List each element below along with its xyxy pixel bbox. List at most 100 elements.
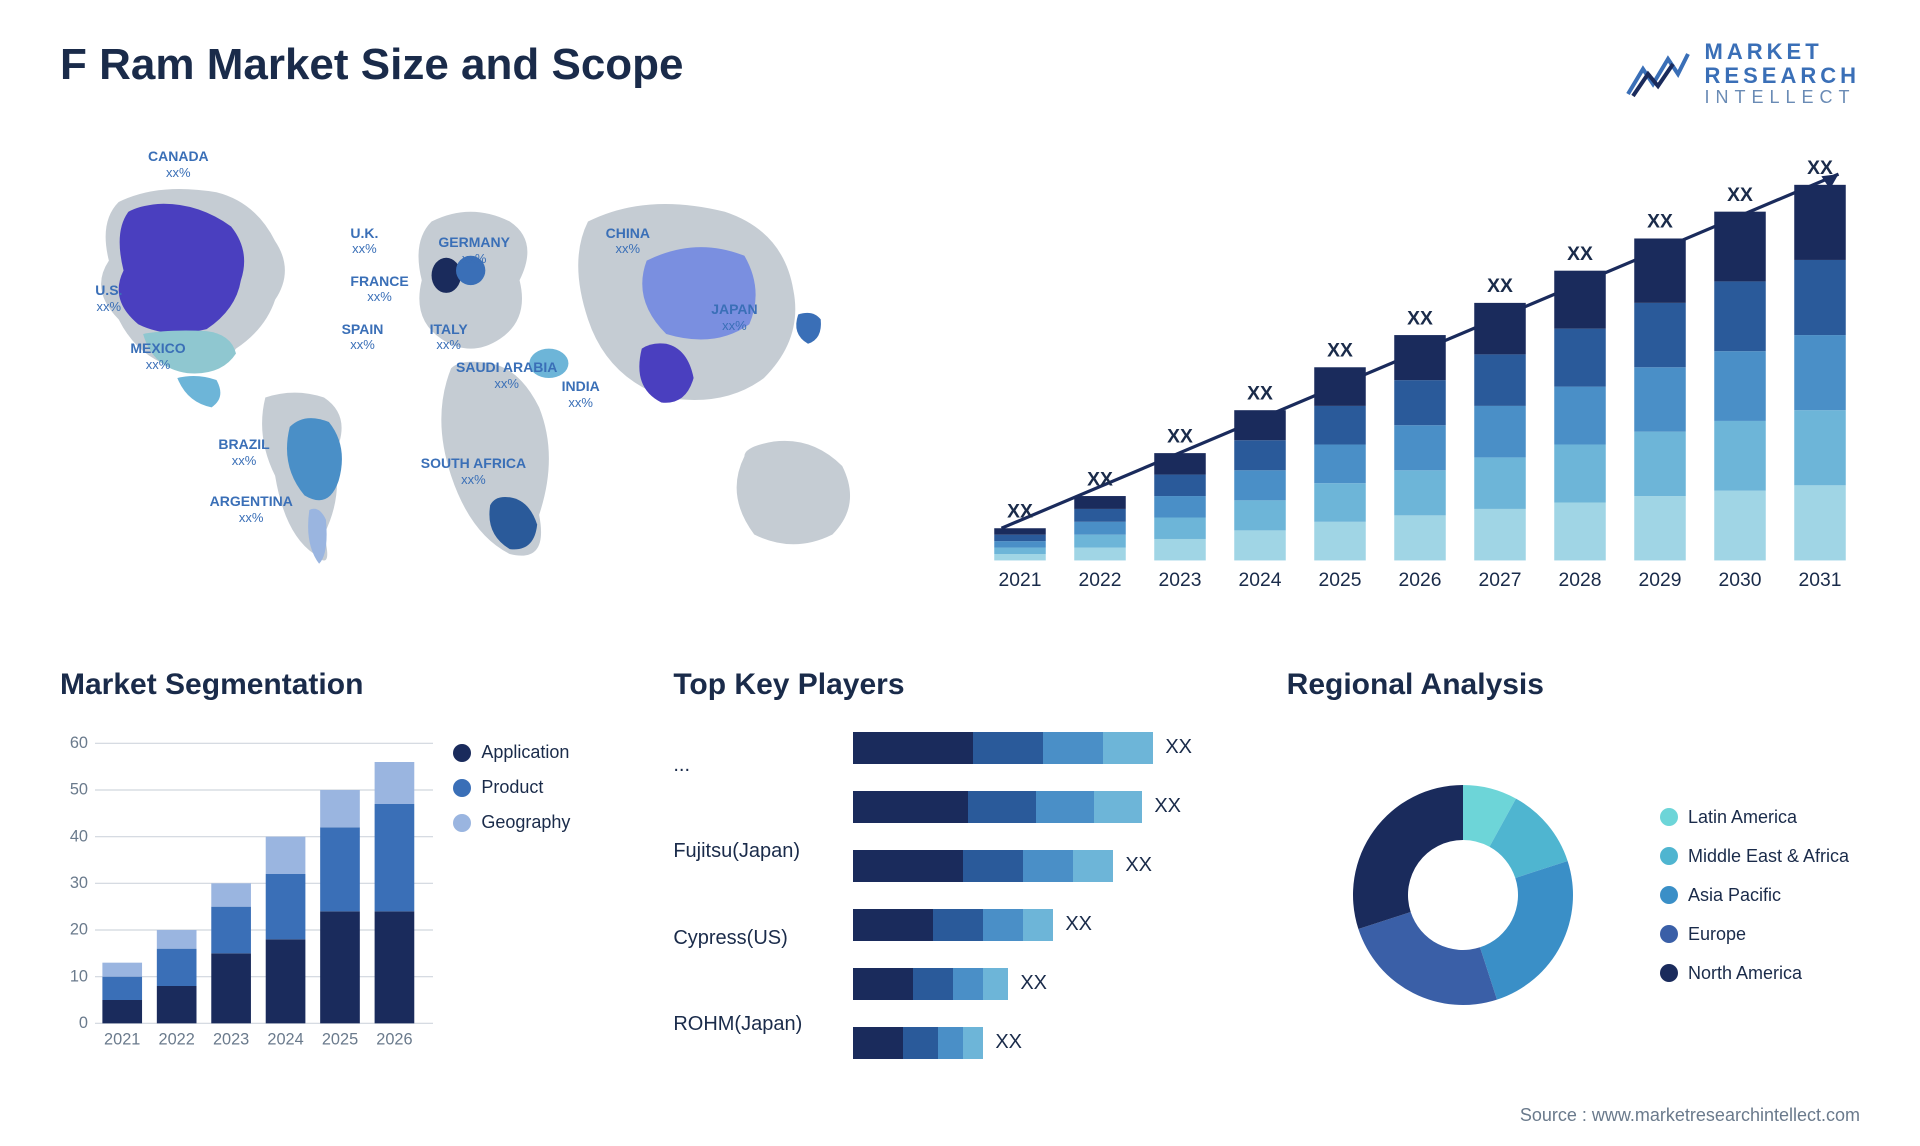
legend-item: Asia Pacific: [1660, 885, 1860, 906]
svg-text:2029: 2029: [1639, 570, 1682, 591]
player-bar-segment: [853, 732, 973, 764]
player-bar: [853, 850, 1113, 882]
player-bar: [853, 1027, 983, 1059]
player-row: XX: [853, 968, 1246, 1000]
player-value: XX: [1020, 972, 1047, 995]
segmentation-panel: Market Segmentation 01020304050602021202…: [60, 668, 633, 1068]
legend-label: Geography: [481, 812, 570, 833]
map-label: SPAINxx%: [342, 321, 384, 353]
legend-item: Product: [453, 777, 633, 798]
player-bar-segment: [953, 968, 983, 1000]
player-bar-segment: [1023, 909, 1053, 941]
segmentation-chart: 0102030405060202120222023202420252026: [60, 722, 433, 1068]
svg-text:XX: XX: [1007, 502, 1033, 523]
map-label: GERMANYxx%: [438, 234, 510, 266]
svg-text:XX: XX: [1247, 384, 1273, 405]
page-title: F Ram Market Size and Scope: [60, 40, 684, 90]
player-bar-segment: [1073, 850, 1113, 882]
players-labels: ...Fujitsu(Japan)Cypress(US)ROHM(Japan): [673, 722, 833, 1068]
growth-chart: XX2021XX2022XX2023XX2024XX2025XX2026XX20…: [980, 138, 1860, 618]
legend-label: North America: [1688, 963, 1802, 984]
player-bar-segment: [1094, 791, 1142, 823]
top-row: CANADAxx%U.S.xx%MEXICOxx%BRAZILxx%ARGENT…: [60, 138, 1860, 618]
player-row: XX: [853, 791, 1246, 823]
player-bar-segment: [1103, 732, 1153, 764]
player-bar-segment: [973, 732, 1043, 764]
svg-text:0: 0: [79, 1014, 88, 1032]
header: F Ram Market Size and Scope MARKET RESEA…: [60, 40, 1860, 108]
svg-text:2028: 2028: [1559, 570, 1602, 591]
legend-swatch: [453, 814, 471, 832]
map-label: U.S.xx%: [95, 282, 122, 314]
legend-item: Europe: [1660, 924, 1860, 945]
svg-text:XX: XX: [1167, 427, 1193, 448]
map-label: INDIAxx%: [562, 378, 600, 410]
player-bar-segment: [933, 909, 983, 941]
legend-label: Middle East & Africa: [1688, 846, 1849, 867]
legend-swatch: [1660, 964, 1678, 982]
map-label: U.K.xx%: [350, 225, 378, 257]
player-bar-segment: [963, 1027, 983, 1059]
legend-item: North America: [1660, 963, 1860, 984]
logo-icon: [1623, 44, 1693, 104]
svg-text:2022: 2022: [159, 1031, 195, 1049]
svg-text:30: 30: [70, 874, 88, 892]
players-bars: XXXXXXXXXXXX: [853, 722, 1246, 1068]
player-label: ROHM(Japan): [673, 1013, 833, 1036]
legend-item: Middle East & Africa: [1660, 846, 1860, 867]
segmentation-legend: Application Product Geography: [453, 722, 633, 1068]
map-label: BRAZILxx%: [218, 436, 269, 468]
svg-text:2031: 2031: [1799, 570, 1842, 591]
svg-text:2027: 2027: [1479, 570, 1522, 591]
legend-item: Geography: [453, 812, 633, 833]
player-bar-segment: [853, 791, 968, 823]
player-bar-segment: [853, 909, 933, 941]
player-row: XX: [853, 850, 1246, 882]
map-label: FRANCExx%: [350, 273, 408, 305]
legend-swatch: [1660, 847, 1678, 865]
legend-swatch: [1660, 886, 1678, 904]
growth-chart-panel: XX2021XX2022XX2023XX2024XX2025XX2026XX20…: [980, 138, 1860, 618]
svg-text:XX: XX: [1727, 185, 1753, 206]
svg-text:2023: 2023: [1159, 570, 1202, 591]
map-label: JAPANxx%: [711, 301, 757, 333]
player-row: XX: [853, 1027, 1246, 1059]
legend-item: Latin America: [1660, 807, 1860, 828]
svg-text:2021: 2021: [104, 1031, 140, 1049]
legend-label: Europe: [1688, 924, 1746, 945]
source-text: Source : www.marketresearchintellect.com: [1520, 1105, 1860, 1126]
svg-text:2026: 2026: [1399, 570, 1442, 591]
player-bar-segment: [938, 1027, 963, 1059]
legend-swatch: [1660, 808, 1678, 826]
svg-text:2021: 2021: [999, 570, 1042, 591]
player-bar-segment: [1036, 791, 1094, 823]
player-bar: [853, 968, 1008, 1000]
svg-text:2026: 2026: [376, 1031, 412, 1049]
player-bar-segment: [968, 791, 1036, 823]
svg-text:XX: XX: [1567, 244, 1593, 265]
player-bar: [853, 909, 1053, 941]
player-bar: [853, 732, 1153, 764]
players-panel: Top Key Players ...Fujitsu(Japan)Cypress…: [673, 668, 1246, 1068]
svg-text:40: 40: [70, 828, 88, 846]
map-label: SOUTH AFRICAxx%: [421, 455, 526, 487]
player-row: XX: [853, 909, 1246, 941]
svg-text:XX: XX: [1807, 158, 1833, 179]
regional-donut: [1343, 775, 1583, 1015]
player-bar-segment: [983, 909, 1023, 941]
legend-label: Asia Pacific: [1688, 885, 1781, 906]
svg-text:XX: XX: [1647, 212, 1673, 233]
players-title: Top Key Players: [673, 668, 1246, 702]
regional-panel: Regional Analysis Latin AmericaMiddle Ea…: [1287, 668, 1860, 1068]
player-value: XX: [995, 1031, 1022, 1054]
svg-text:2030: 2030: [1719, 570, 1762, 591]
map-label: SAUDI ARABIAxx%: [456, 359, 557, 391]
player-bar-segment: [853, 1027, 903, 1059]
svg-text:XX: XX: [1487, 276, 1513, 297]
legend-label: Application: [481, 742, 569, 763]
logo-text: MARKET RESEARCH INTELLECT: [1705, 40, 1860, 108]
svg-text:XX: XX: [1327, 341, 1353, 362]
svg-text:XX: XX: [1407, 309, 1433, 330]
svg-text:2024: 2024: [1239, 570, 1282, 591]
player-bar-segment: [1043, 732, 1103, 764]
